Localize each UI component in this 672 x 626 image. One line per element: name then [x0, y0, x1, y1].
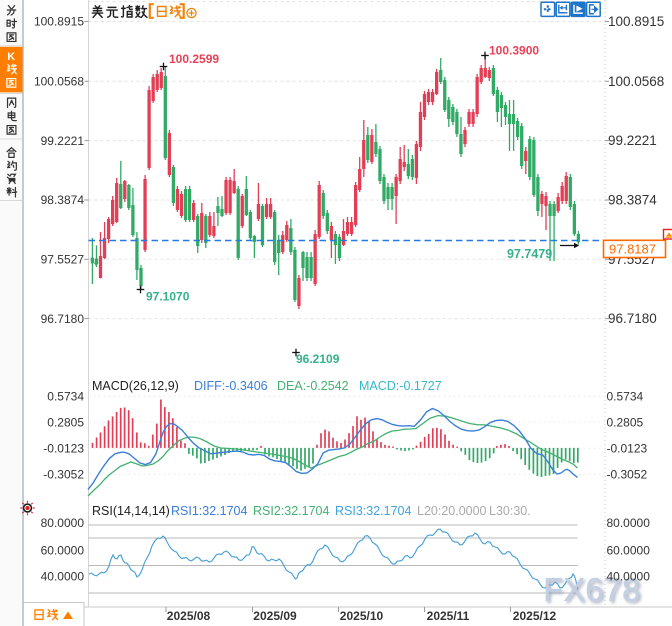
svg-text:60.0000: 60.0000: [607, 544, 651, 558]
svg-text:0.5734: 0.5734: [607, 390, 644, 404]
svg-text:-0.0123: -0.0123: [607, 442, 648, 456]
svg-text:2025/10: 2025/10: [340, 609, 384, 623]
svg-text:-0.3052: -0.3052: [43, 468, 84, 482]
svg-text:100.8915: 100.8915: [34, 15, 84, 29]
svg-text:DIFF:-0.3406: DIFF:-0.3406: [194, 379, 268, 393]
svg-text:97.5527: 97.5527: [41, 253, 85, 267]
svg-text:2025/08: 2025/08: [167, 609, 211, 623]
svg-text:80.0000: 80.0000: [607, 516, 651, 530]
svg-text:0.2805: 0.2805: [607, 416, 644, 430]
svg-text:97.7479: 97.7479: [507, 247, 552, 261]
svg-text:-0.0123: -0.0123: [43, 442, 84, 456]
svg-text:97.8187: 97.8187: [609, 242, 656, 257]
svg-text:98.3874: 98.3874: [41, 193, 85, 207]
svg-text:96.7180: 96.7180: [41, 312, 85, 326]
svg-text:96.2109: 96.2109: [296, 352, 340, 366]
svg-text:80.0000: 80.0000: [41, 516, 85, 530]
svg-text:40.0000: 40.0000: [41, 570, 85, 584]
svg-text:97.1070: 97.1070: [146, 290, 190, 304]
svg-text:100.8915: 100.8915: [608, 14, 664, 29]
svg-text:100.0568: 100.0568: [608, 74, 664, 89]
svg-text:98.3874: 98.3874: [608, 193, 657, 208]
svg-text:RSI1:32.1704: RSI1:32.1704: [171, 504, 247, 518]
svg-text:2025/11: 2025/11: [427, 609, 470, 623]
svg-text:RSI3:32.1704: RSI3:32.1704: [335, 504, 411, 518]
svg-text:99.2221: 99.2221: [608, 133, 657, 148]
svg-text:96.7180: 96.7180: [608, 311, 657, 326]
svg-text:0.5734: 0.5734: [47, 390, 84, 404]
svg-text:MACD(26,12,9): MACD(26,12,9): [92, 379, 179, 393]
svg-text:DEA:-0.2542: DEA:-0.2542: [277, 379, 349, 393]
svg-text:RSI(14,14,14): RSI(14,14,14): [92, 504, 170, 518]
svg-text:-0.3052: -0.3052: [607, 468, 648, 482]
svg-text:40.0000: 40.0000: [607, 570, 651, 584]
svg-text:2025/09: 2025/09: [253, 609, 297, 623]
svg-text:L30:30.: L30:30.: [489, 504, 531, 518]
svg-text:FX678: FX678: [543, 571, 640, 608]
svg-text:RSI2:32.1704: RSI2:32.1704: [253, 504, 329, 518]
svg-text:60.0000: 60.0000: [41, 544, 85, 558]
svg-text:100.2599: 100.2599: [169, 52, 219, 66]
svg-text:2025/12: 2025/12: [513, 609, 557, 623]
svg-text:100.0568: 100.0568: [34, 75, 84, 89]
svg-text:L20:20.0000: L20:20.0000: [417, 504, 487, 518]
svg-text:100.3900: 100.3900: [489, 44, 539, 58]
svg-text:K: K: [7, 51, 15, 63]
svg-text:0.2805: 0.2805: [47, 416, 84, 430]
svg-text:MACD:-0.1727: MACD:-0.1727: [359, 379, 442, 393]
svg-text:99.2221: 99.2221: [41, 134, 85, 148]
